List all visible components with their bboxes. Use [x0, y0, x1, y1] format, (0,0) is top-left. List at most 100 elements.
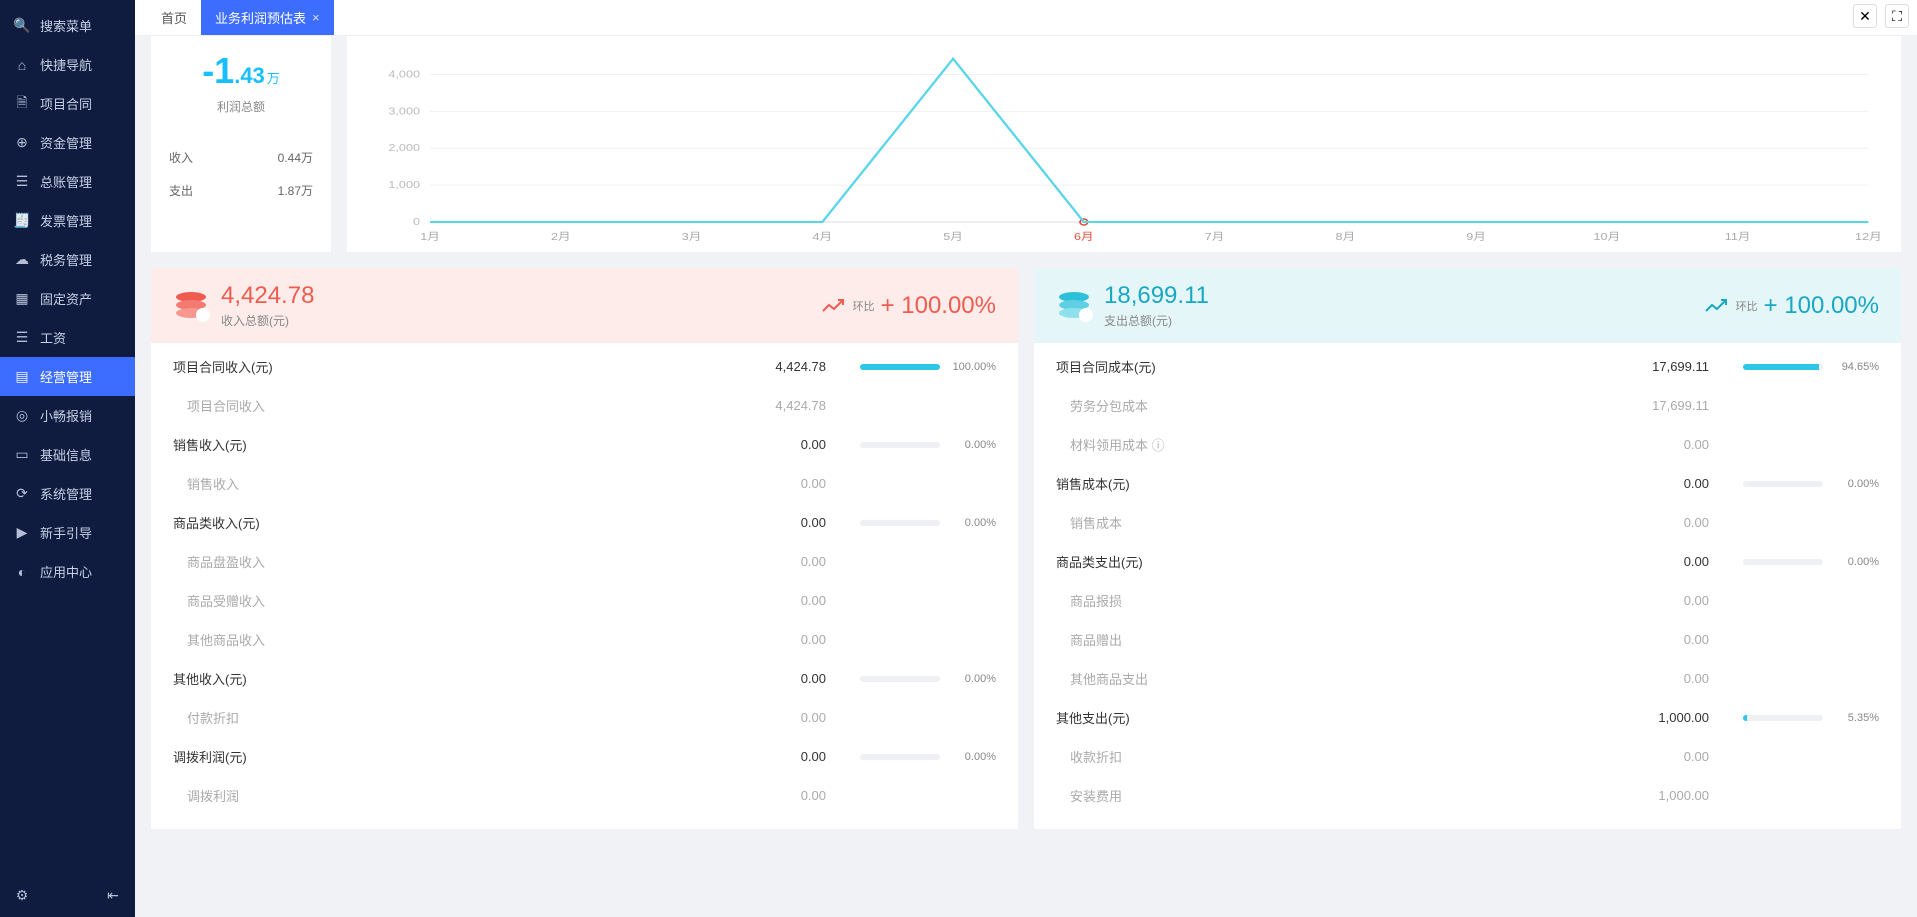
- profit-summary-card: -1 .43 万 利润总额 收入0.44万支出1.87万: [151, 36, 331, 252]
- line-value: 0.00: [1589, 671, 1729, 686]
- line-value: 0.00: [706, 632, 846, 647]
- sidebar-baseinfo-icon: ▭: [14, 447, 30, 463]
- settings-icon[interactable]: ⚙: [14, 887, 30, 903]
- svg-text:7月: 7月: [1205, 232, 1225, 243]
- detail-line: 商品类支出(元)0.00 0.00%: [1056, 542, 1879, 581]
- sidebar-guide[interactable]: ▶新手引导: [0, 513, 135, 552]
- sidebar-item-label: 项目合同: [40, 94, 92, 113]
- sidebar-item-label: 应用中心: [40, 562, 92, 581]
- sidebar-item-label: 总账管理: [40, 172, 92, 191]
- percent-bar: [860, 442, 940, 448]
- line-value: 0.00: [1589, 437, 1729, 452]
- detail-line: 项目合同成本(元)17,699.1194.65%: [1056, 347, 1879, 386]
- svg-text:8月: 8月: [1336, 232, 1356, 243]
- sidebar-appcenter-icon: ◐: [14, 564, 30, 580]
- line-value: 1,000.00: [1589, 710, 1729, 725]
- line-value: 0.00: [1589, 749, 1729, 764]
- percent-bar: [860, 520, 940, 526]
- line-value: 0.00: [706, 671, 846, 686]
- profit-integer: -1: [202, 50, 234, 92]
- tab-label: 首页: [161, 8, 187, 27]
- expense-db-icon: −: [1056, 288, 1092, 324]
- sidebar-salary-icon: ☰: [14, 330, 30, 346]
- sidebar-guide-icon: ▶: [14, 525, 30, 541]
- line-name: 付款折扣: [173, 708, 706, 727]
- sidebar-system[interactable]: ⟳ 系统管理: [0, 474, 135, 513]
- svg-text:6月: 6月: [1074, 232, 1094, 243]
- tab-label: 业务利润预估表: [215, 8, 306, 27]
- detail-line: 其他支出(元)1,000.00 5.35%: [1056, 698, 1879, 737]
- profit-chart-card: 01,0002,0003,0004,0001月2月3月4月5月6月7月8月9月1…: [347, 36, 1901, 252]
- sidebar-invoice[interactable]: 🧾发票管理: [0, 201, 135, 240]
- tab-首页[interactable]: 首页: [147, 0, 201, 35]
- line-name: 其他支出(元): [1056, 708, 1589, 727]
- line-value: 0.00: [706, 710, 846, 725]
- sidebar-quicknav-icon: ⌂: [14, 57, 30, 73]
- line-name: 商品受赠收入: [173, 591, 706, 610]
- percent-label: 5.35%: [1831, 712, 1879, 724]
- detail-line: 项目合同收入(元)4,424.78100.00%: [173, 347, 996, 386]
- line-value: 0.00: [706, 749, 846, 764]
- sidebar-assets[interactable]: ▦固定资产: [0, 279, 135, 318]
- line-name: 收款折扣: [1056, 747, 1589, 766]
- income-panel-header: + 4,424.78 收入总额(元): [151, 268, 1018, 343]
- detail-subline: 商品受赠收入0.00: [173, 581, 996, 620]
- sidebar-system-icon: ⟳: [14, 486, 30, 502]
- svg-text:3月: 3月: [682, 232, 702, 243]
- line-value: 17,699.11: [1589, 398, 1729, 413]
- svg-text:5月: 5月: [943, 232, 963, 243]
- sidebar-contract[interactable]: 🗎 项目合同: [0, 84, 135, 123]
- fullscreen-button[interactable]: ⛶: [1885, 4, 1909, 28]
- percent-label: 0.00%: [948, 673, 996, 685]
- sidebar-salary[interactable]: ☰工资: [0, 318, 135, 357]
- svg-text:0: 0: [413, 217, 420, 228]
- sidebar-search[interactable]: 🔍搜索菜单: [0, 6, 135, 45]
- tab-业务利润预估表[interactable]: 业务利润预估表 ×: [201, 0, 334, 35]
- expense-panel-header: − 18,699.11 支出总额(元): [1034, 268, 1901, 343]
- sidebar-tax[interactable]: ☁税务管理: [0, 240, 135, 279]
- profit-row: 收入0.44万: [169, 141, 313, 174]
- income-hb-label: 环比: [853, 298, 875, 314]
- line-name: 项目合同收入(元): [173, 357, 706, 376]
- sidebar-reimburse[interactable]: ◎小畅报销: [0, 396, 135, 435]
- line-value: 0.00: [706, 593, 846, 608]
- tab-close-icon[interactable]: ×: [312, 10, 320, 25]
- sidebar-ledger-icon: ☰: [14, 174, 30, 190]
- line-value: 0.00: [1589, 554, 1729, 569]
- sidebar-baseinfo[interactable]: ▭基础信息: [0, 435, 135, 474]
- line-name: 项目合同收入: [173, 396, 706, 415]
- sidebar-ledger[interactable]: ☰ 总账管理: [0, 162, 135, 201]
- sidebar-appcenter[interactable]: ◐ 应用中心: [0, 552, 135, 591]
- sidebar-quicknav[interactable]: ⌂快捷导航: [0, 45, 135, 84]
- line-name: 商品赠出: [1056, 630, 1589, 649]
- line-name: 其他商品支出: [1056, 669, 1589, 688]
- detail-subline: 材料领用成本 ⓘ0.00: [1056, 425, 1879, 464]
- detail-subline: 收款折扣0.00: [1056, 737, 1879, 776]
- collapse-icon[interactable]: ⇤: [105, 887, 121, 903]
- sidebar-item-label: 系统管理: [40, 484, 92, 503]
- close-tab-button[interactable]: ✕: [1853, 4, 1877, 28]
- svg-text:1,000: 1,000: [388, 180, 420, 191]
- line-name: 商品盘盈收入: [173, 552, 706, 571]
- percent-label: 0.00%: [1831, 556, 1879, 568]
- detail-subline: 商品赠出0.00: [1056, 620, 1879, 659]
- line-name: 商品类支出(元): [1056, 552, 1589, 571]
- percent-label: 100.00%: [948, 361, 996, 373]
- percent-bar: [1743, 559, 1823, 565]
- line-value: 0.00: [1589, 476, 1729, 491]
- detail-subline: 付款折扣0.00: [173, 698, 996, 737]
- line-value: 0.00: [706, 437, 846, 452]
- svg-text:1月: 1月: [420, 232, 440, 243]
- sidebar-operations[interactable]: ▤经营管理: [0, 357, 135, 396]
- sidebar-search-icon: 🔍: [14, 18, 30, 34]
- detail-line: 调拨利润(元)0.000.00%: [173, 737, 996, 776]
- svg-text:10月: 10月: [1594, 232, 1621, 243]
- sidebar-item-label: 资金管理: [40, 133, 92, 152]
- sidebar-item-label: 税务管理: [40, 250, 92, 269]
- income-total-label: 收入总额(元): [221, 312, 314, 329]
- sidebar-contract-icon: 🗎: [14, 96, 30, 112]
- percent-bar: [860, 754, 940, 760]
- sidebar-funds[interactable]: ⊕资金管理: [0, 123, 135, 162]
- line-name: 销售收入(元): [173, 435, 706, 454]
- detail-subline: 销售收入0.00: [173, 464, 996, 503]
